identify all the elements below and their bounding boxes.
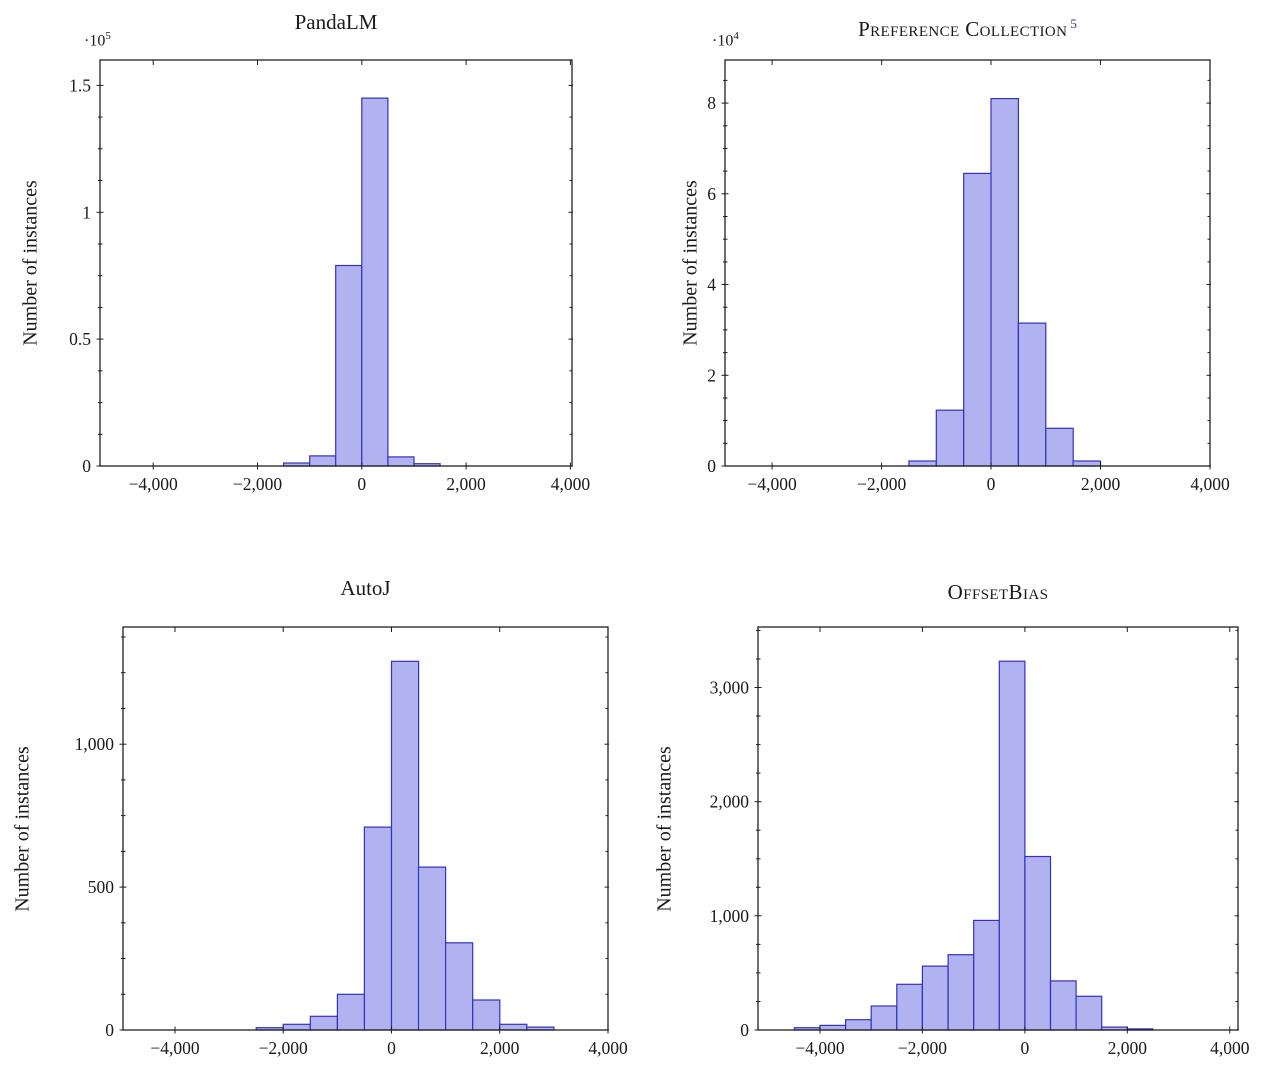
x-tick-label: 2,000 xyxy=(1081,474,1121,494)
chart-title-text: OffsetBias xyxy=(947,580,1049,604)
histogram-bar xyxy=(844,1019,872,1031)
chart-title-text: AutoJ xyxy=(340,576,391,600)
histogram-bar xyxy=(472,999,501,1031)
x-tick-label: 2,000 xyxy=(1108,1038,1148,1058)
x-tick-label: 0 xyxy=(987,474,996,494)
x-tick-label: −4,000 xyxy=(795,1038,844,1058)
histogram-bar xyxy=(309,1015,338,1031)
histogram-panel: −4,000 −2,000 0 2,000 4,000 0 2 4 6 8 xyxy=(707,59,1230,494)
histogram-bar xyxy=(973,919,1000,1031)
histogram-bar xyxy=(908,460,937,467)
x-tick-label: 0 xyxy=(357,474,366,494)
y-tick-label: 1,000 xyxy=(75,734,115,754)
histogram-bar xyxy=(363,826,393,1031)
histogram-bar xyxy=(445,942,474,1031)
y-tick-label: 3,000 xyxy=(710,678,750,698)
histogram-bar xyxy=(998,660,1026,1031)
chart-title-autoj: AutoJ xyxy=(123,576,608,601)
plot-frame xyxy=(99,59,573,467)
histogram-bar xyxy=(819,1024,847,1031)
y-tick-label: 500 xyxy=(88,877,115,897)
x-tick-label: 4,000 xyxy=(588,1038,628,1058)
y-axis-label-offsetbias: Number of instances xyxy=(653,746,676,912)
histogram-bar xyxy=(896,983,923,1031)
chart-title-text: Preference Collection xyxy=(858,17,1068,41)
histogram-bar xyxy=(990,97,1019,467)
x-tick-label: 2,000 xyxy=(446,474,486,494)
plot-frame xyxy=(757,626,1239,1031)
histogram-bar xyxy=(1072,460,1102,467)
x-tick-label: 4,000 xyxy=(551,474,591,494)
histogram-bar xyxy=(309,455,337,467)
x-tick-label: −4,000 xyxy=(747,474,796,494)
multiplier-exponent: 4 xyxy=(733,30,739,42)
x-tick-label: −2,000 xyxy=(898,1038,947,1058)
histogram-bar xyxy=(499,1023,528,1031)
histogram-bar xyxy=(282,1023,311,1031)
histogram-bar xyxy=(361,97,389,467)
x-tick-label: 0 xyxy=(387,1038,396,1058)
y-tick-label: 1 xyxy=(82,202,91,222)
y-tick-label: 1.5 xyxy=(69,75,91,95)
histogram-bar xyxy=(417,866,447,1031)
chart-title-offsetbias: OffsetBias xyxy=(758,580,1238,605)
x-tick-label: 4,000 xyxy=(1210,1038,1250,1058)
histogram-bar xyxy=(390,660,420,1031)
y-tick-label: 4 xyxy=(707,275,716,295)
histogram-bar xyxy=(870,1005,898,1031)
y-tick-label: 6 xyxy=(707,184,716,204)
x-tick-label: −2,000 xyxy=(233,474,282,494)
histogram-panel: −4,000 −2,000 0 2,000 4,000 0 500 1,000 xyxy=(75,626,628,1058)
y-axis-multiplier-preference-collection: ·104 xyxy=(712,30,739,50)
y-tick-label: 2,000 xyxy=(710,792,750,812)
histogram-bar xyxy=(947,954,975,1031)
chart-title-pandalm: PandaLM xyxy=(100,10,572,35)
y-tick-label: 0 xyxy=(740,1020,749,1040)
y-tick-label: 0.5 xyxy=(69,329,91,349)
histogram-panel: −4,000 −2,000 0 2,000 4,000 0 1,000 2,000 3,000 xyxy=(710,626,1250,1058)
footnote-superscript: 5 xyxy=(1070,16,1077,31)
x-tick-label: −2,000 xyxy=(259,1038,308,1058)
multiplier-base: ·10 xyxy=(712,32,734,50)
y-tick-label: 8 xyxy=(707,93,716,113)
y-tick-label: 2 xyxy=(707,365,716,385)
histogram-bar xyxy=(1017,322,1047,467)
y-axis-label-preference-collection: Number of instances xyxy=(679,180,702,346)
y-axis-label-autoj: Number of instances xyxy=(11,746,34,912)
histogram-bar xyxy=(921,965,949,1031)
histogram-bar xyxy=(935,409,965,467)
x-tick-label: 0 xyxy=(1021,1038,1030,1058)
chart-title-preference-collection: Preference Collection 5 xyxy=(725,16,1210,42)
x-tick-label: −4,000 xyxy=(150,1038,199,1058)
plot-frame xyxy=(122,626,609,1031)
x-tick-label: 4,000 xyxy=(1190,474,1230,494)
multiplier-exponent: 5 xyxy=(105,30,111,42)
histogram-bar xyxy=(1049,980,1077,1031)
histogram-panel: −4,000 −2,000 0 2,000 4,000 0 0.5 1 1.5 xyxy=(69,59,591,494)
y-tick-label: 0 xyxy=(707,456,716,476)
histogram-bar xyxy=(1075,995,1103,1031)
x-tick-label: 2,000 xyxy=(480,1038,520,1058)
histogram-bar xyxy=(336,993,366,1031)
y-tick-label: 0 xyxy=(105,1020,114,1040)
histogram-bar xyxy=(335,264,363,467)
y-axis-label-pandalm: Number of instances xyxy=(19,180,42,346)
histogram-bar xyxy=(1045,427,1074,467)
y-tick-label: 1,000 xyxy=(710,906,750,926)
histogram-bar xyxy=(963,172,992,467)
x-tick-label: −2,000 xyxy=(857,474,906,494)
y-tick-label: 0 xyxy=(82,456,91,476)
y-axis-multiplier-pandalm: ·105 xyxy=(84,30,111,50)
x-tick-label: −4,000 xyxy=(129,474,178,494)
histogram-bar xyxy=(387,456,415,467)
histogram-bar xyxy=(1024,855,1052,1031)
plot-frame xyxy=(724,59,1211,467)
chart-title-text: PandaLM xyxy=(294,10,378,34)
multiplier-base: ·10 xyxy=(84,32,106,50)
